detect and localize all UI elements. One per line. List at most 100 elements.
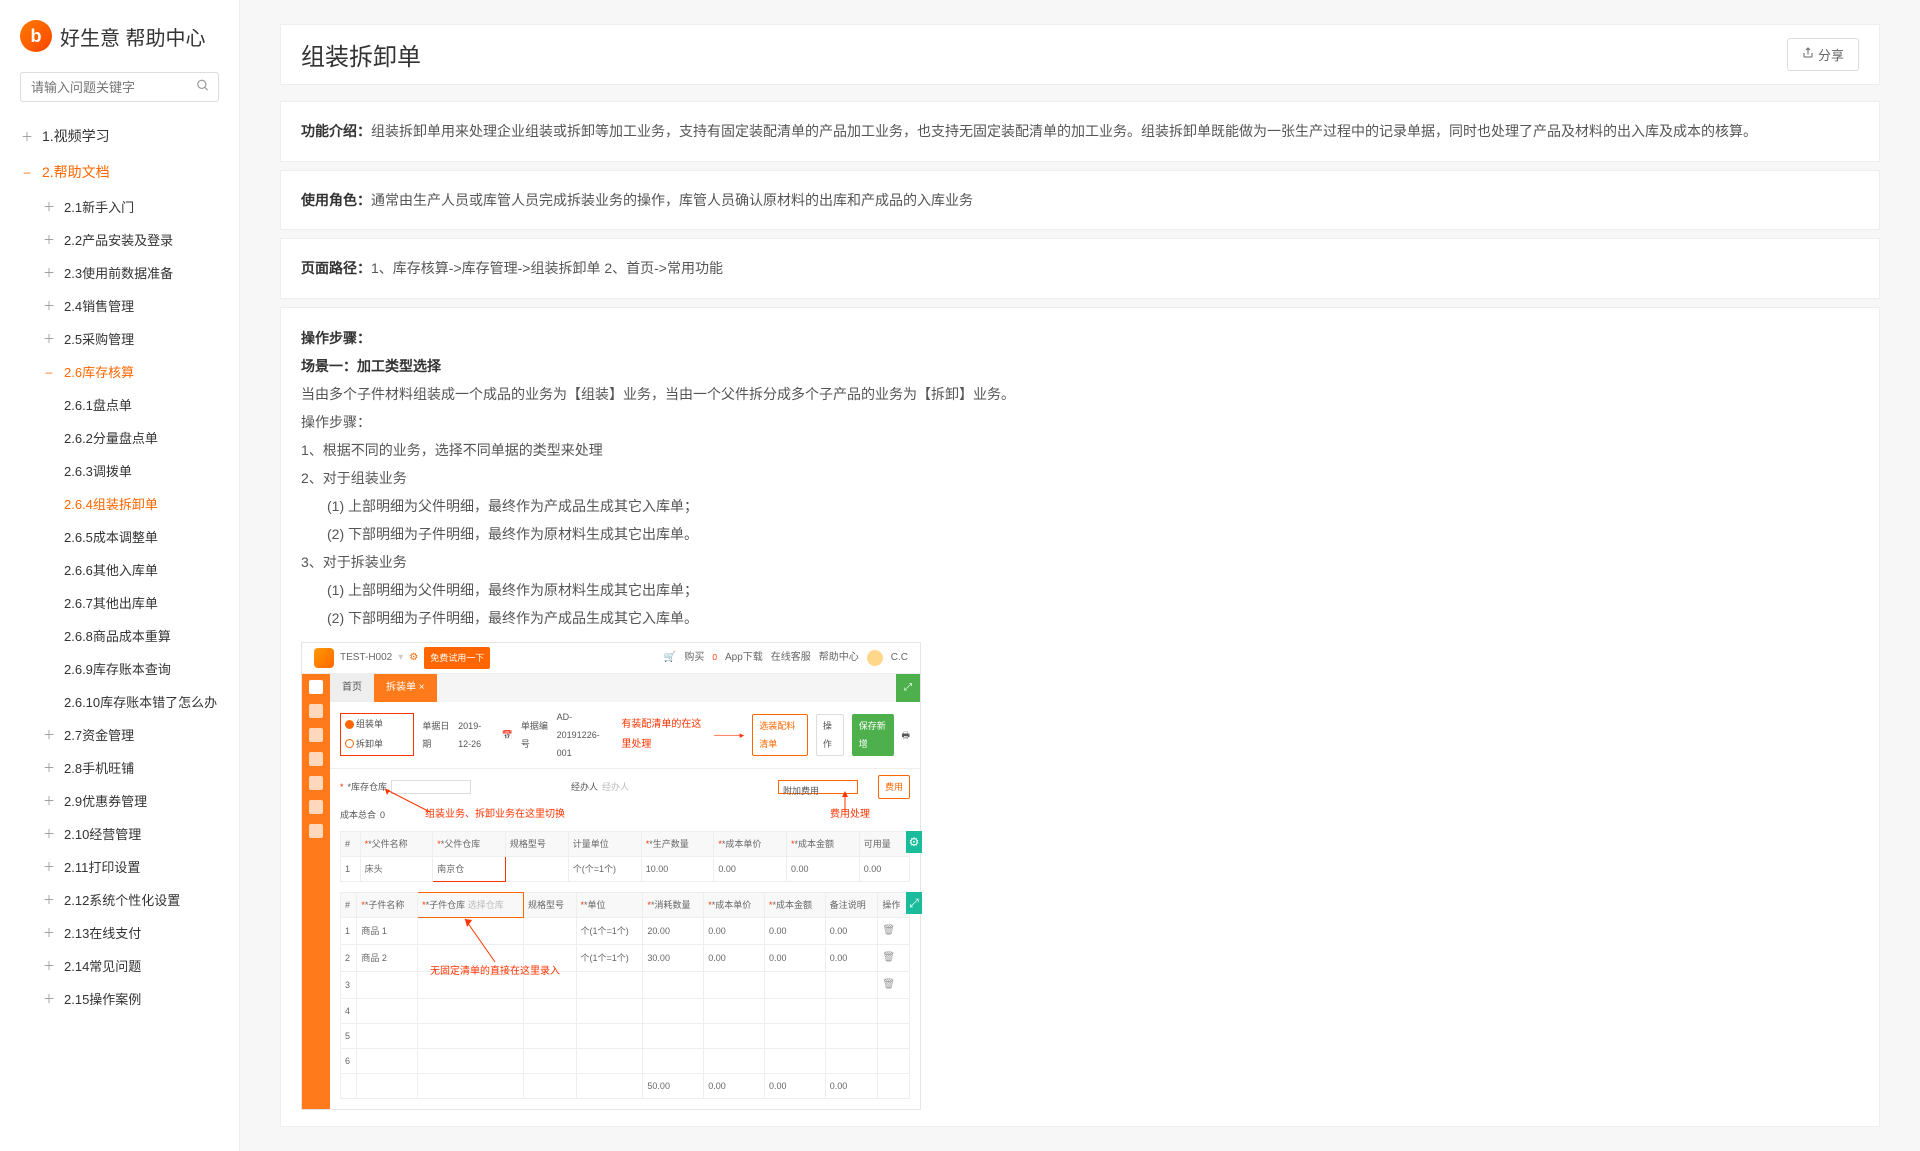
ss-select-bom-btn: 选装配料清单: [752, 714, 808, 756]
ss-topbar: TEST-H002 ▾ ⚙ 免费试用一下 🛒购买0 App下载 在线客服 帮助中…: [302, 643, 920, 674]
nav-item-helpdocs[interactable]: – 2.帮助文档: [20, 154, 219, 190]
nav-item-2-11[interactable]: ＋2.11打印设置: [42, 850, 219, 883]
role-text: 通常由生产人员或库管人员完成拆装业务的操作，库管人员确认原材料的出库和产成品的入…: [371, 192, 973, 208]
ss-total-value: 0: [380, 806, 385, 824]
brand-row: b 好生意 帮助中心: [0, 20, 239, 72]
intro-card: 功能介绍：组装拆卸单用来处理企业组装或拆卸等加工业务，支持有固定装配清单的产品加…: [280, 101, 1880, 162]
table-row: 4: [341, 998, 910, 1023]
radio-on-icon: [345, 720, 354, 729]
ss-help-link: 帮助中心: [819, 648, 859, 668]
col-op: 操作: [878, 892, 910, 917]
brand-title: 好生意 帮助中心: [60, 22, 206, 51]
nav-leaf-2-6-6[interactable]: 2.6.6其他入库单: [64, 553, 219, 586]
ss-op-label: 经办人: [571, 778, 598, 796]
nav-leaf-2-6-3[interactable]: 2.6.3调拨单: [64, 454, 219, 487]
nav-label: 2.3使用前数据准备: [64, 263, 173, 282]
nav-item-2-4[interactable]: ＋2.4销售管理: [42, 289, 219, 322]
nav-item-2-13[interactable]: ＋2.13在线支付: [42, 916, 219, 949]
nav-label: 2.2产品安装及登录: [64, 230, 173, 249]
plus-icon: ＋: [42, 332, 56, 346]
nav-item-2-10[interactable]: ＋2.10经营管理: [42, 817, 219, 850]
step2-1: (1) 上部明细为父件明细，最终作为产成品生成其它入库单；: [301, 492, 1859, 520]
nav-item-video[interactable]: ＋ 1.视频学习: [20, 118, 219, 154]
search-input[interactable]: [31, 80, 188, 95]
page-header: 组装拆卸单 分享: [280, 24, 1880, 85]
table-row: 1 床头 南京仓 个(个=1个) 10.00 0.00 0.00 0.00: [341, 856, 910, 881]
ss-fee-input: 附加费用: [778, 780, 858, 794]
nav-label: 2.11打印设置: [64, 857, 140, 876]
share-button[interactable]: 分享: [1787, 38, 1859, 71]
path-text: 1、库存核算->库存管理->组装拆卸单 2、首页->常用功能: [371, 260, 723, 276]
nav-icon: [309, 728, 323, 742]
ss-annot-noentry: 无固定清单的直接在这里录入: [430, 962, 560, 982]
col-avail: 可用量: [859, 831, 909, 856]
ss-cart-badge: 0: [712, 649, 717, 666]
table-totals-row: 50.000.000.000.00: [341, 1073, 910, 1098]
search-box[interactable]: [20, 72, 219, 102]
col-costu: *成本单价: [712, 900, 752, 910]
nav-label: 2.14常见问题: [64, 956, 141, 975]
col-qty: *消耗数量: [651, 900, 691, 910]
nav-leaf-2-6-9[interactable]: 2.6.9库存账本查询: [64, 652, 219, 685]
nav-icon: [309, 752, 323, 766]
step3-1: (1) 上部明细为父件明细，最终作为原材料生成其它出库单；: [301, 576, 1859, 604]
ss-app-link: App下载: [725, 648, 763, 668]
col-costu: *成本单价: [722, 839, 762, 849]
share-icon: [1802, 47, 1814, 62]
ss-annot-list: 有装配清单的在这里处理: [621, 715, 706, 755]
nav-leaf-2-6-1[interactable]: 2.6.1盘点单: [64, 388, 219, 421]
col-wh: *子件仓库: [426, 900, 466, 910]
nav-leaf-2-6-10[interactable]: 2.6.10库存账本错了怎么办: [64, 685, 219, 718]
ss-date-label: 单据日期: [422, 717, 450, 753]
ss-type-box: 组装单 拆卸单: [340, 713, 414, 756]
minus-icon: –: [42, 365, 56, 379]
minus-icon: –: [20, 165, 34, 179]
step3-2: (2) 下部明细为子件明细，最终作为产成品生成其它入库单。: [301, 604, 1859, 632]
avatar-icon: [867, 650, 883, 666]
ss-tenant: TEST-H002: [340, 648, 392, 668]
ss-radio-assemble: 组装单: [356, 715, 383, 733]
nav-leaf-2-6-7[interactable]: 2.6.7其他出库单: [64, 586, 219, 619]
ss-code-label: 单据编号: [521, 717, 549, 753]
nav-leaf-2-6-5[interactable]: 2.6.5成本调整单: [64, 520, 219, 553]
nav-item-2-1[interactable]: ＋2.1新手入门: [42, 190, 219, 223]
ss-child-table: # **子件名称 **子件仓库 选择仓库 规格型号 **单位 **消耗数量 **…: [330, 892, 920, 1109]
nav-item-2-2[interactable]: ＋ 2.2产品安装及登录: [42, 223, 219, 256]
nav-icon: [309, 824, 323, 838]
nav-label: 2.帮助文档: [42, 162, 110, 182]
nav-item-2-7[interactable]: ＋2.7资金管理: [42, 718, 219, 751]
gear-icon: ⚙: [906, 831, 922, 853]
plus-icon: ＋: [42, 200, 56, 214]
nav-item-2-9[interactable]: ＋2.9优惠券管理: [42, 784, 219, 817]
col-costa: *成本金额: [795, 839, 835, 849]
ss-tabs: 首页 拆装单 × ⤢: [330, 674, 920, 702]
col-qty: *生产数量: [649, 839, 689, 849]
nav-item-2-14[interactable]: ＋2.14常见问题: [42, 949, 219, 982]
nav-item-2-3[interactable]: ＋2.3使用前数据准备: [42, 256, 219, 289]
table-row: 1商品 1个(1个=1个)20.000.000.000.00🗑: [341, 917, 910, 944]
radio-off-icon: [345, 739, 354, 748]
nav-item-2-12[interactable]: ＋2.12系统个性化设置: [42, 883, 219, 916]
nav-item-2-8[interactable]: ＋2.8手机旺铺: [42, 751, 219, 784]
trash-icon: 🗑: [882, 952, 895, 963]
col-name: *子件名称: [365, 900, 405, 910]
search-icon[interactable]: [196, 79, 210, 96]
nav-label: 2.6库存核算: [64, 362, 134, 381]
nav-label: 2.4销售管理: [64, 296, 134, 315]
nav-leaf-2-6-4[interactable]: 2.6.4组装拆卸单: [64, 487, 219, 520]
nav-leaf-2-6-2[interactable]: 2.6.2分量盘点单: [64, 421, 219, 454]
col-costa: *成本金额: [773, 900, 813, 910]
step1: 1、根据不同的业务，选择不同单据的类型来处理: [301, 436, 1859, 464]
ss-online-link: 在线客服: [771, 648, 811, 668]
ss-annot-switch: 组装业务、拆卸业务在这里切换: [425, 805, 565, 825]
nav-item-2-5[interactable]: ＋2.5采购管理: [42, 322, 219, 355]
nav-item-2-6[interactable]: –2.6库存核算: [42, 355, 219, 388]
plus-icon: ＋: [42, 233, 56, 247]
ss-leftnav: [302, 674, 330, 1109]
ss-save-btn: 保存新增: [852, 714, 894, 756]
intro-label: 功能介绍：: [301, 123, 371, 139]
steps-sub: 操作步骤：: [301, 408, 1859, 436]
plus-icon: ＋: [42, 926, 56, 940]
col-wh: *父件仓库: [441, 839, 481, 849]
nav-leaf-2-6-8[interactable]: 2.6.8商品成本重算: [64, 619, 219, 652]
